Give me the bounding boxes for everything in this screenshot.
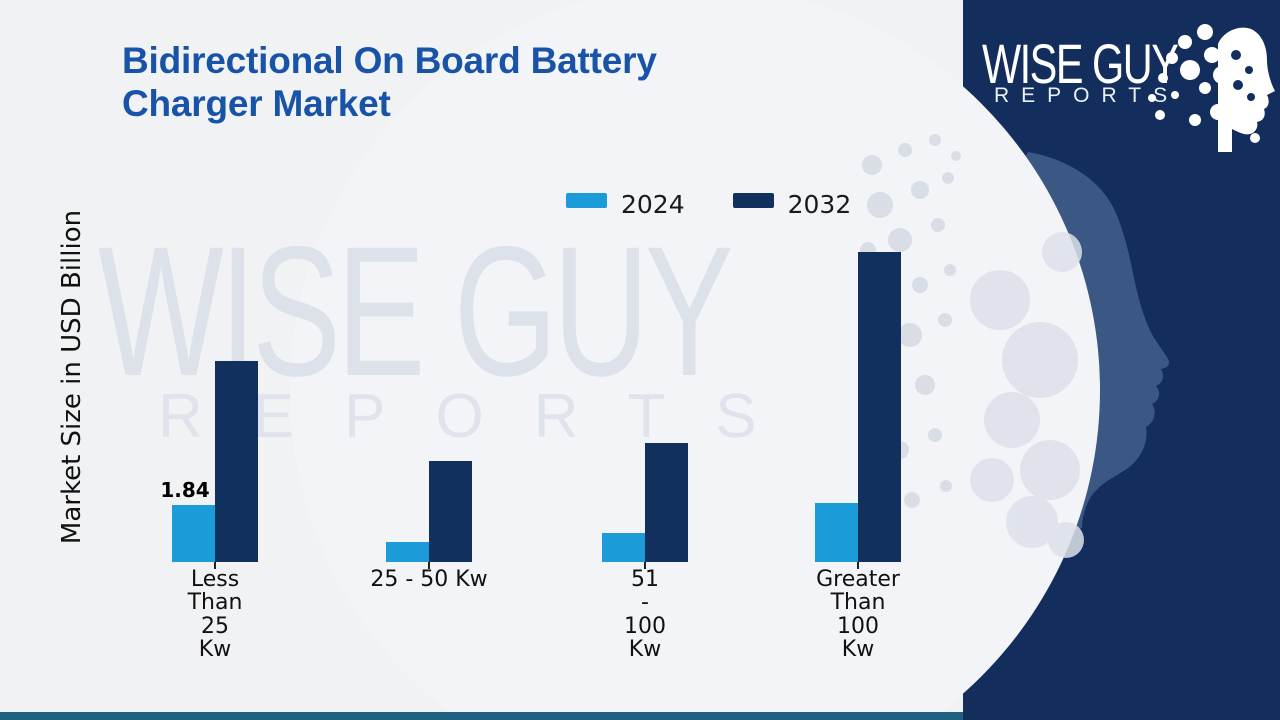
category-label-1: 25 - 50 Kw (370, 567, 488, 592)
bar-2032-2 (645, 442, 688, 562)
logo-brand-text: WISE GUY (982, 32, 1179, 95)
category-label-2: 51 - 100 Kw (624, 567, 666, 662)
bar-2032-3 (858, 252, 901, 562)
y-axis-label: Market Size in USD Billion (57, 209, 87, 545)
bar-2024-3 (815, 503, 858, 562)
axis-tick-1 (428, 562, 430, 569)
legend-swatch-2032 (732, 193, 774, 208)
axis-tick-0 (214, 562, 216, 569)
axis-tick-2 (644, 562, 646, 569)
page-title: Bidirectional On Board Battery Charger M… (122, 40, 657, 124)
background-circle (290, 0, 1100, 720)
legend-swatch-2024 (566, 193, 607, 208)
category-label-3: Greater Than 100 Kw (816, 567, 900, 662)
bar-2024-0 (172, 504, 215, 562)
watermark-brand-text: WISE GUY (98, 209, 734, 415)
bar-2024-2 (602, 532, 645, 562)
legend: 2024 2032 (566, 190, 899, 219)
bar-2032-0 (215, 360, 258, 562)
bar-2032-1 (429, 461, 472, 562)
legend-item-2024: 2024 (566, 190, 685, 219)
axis-tick-3 (857, 562, 859, 569)
legend-item-2032: 2032 (732, 190, 852, 219)
category-label-0: Less Than 25 Kw (187, 567, 243, 662)
bar-value-label: 1.84 (160, 477, 210, 502)
bar-2024-1 (386, 541, 429, 562)
bottom-accent-bar (0, 712, 963, 720)
legend-label-2032: 2032 (787, 190, 852, 219)
legend-label-2024: 2024 (621, 190, 685, 219)
logo-sub-text: REPORTS (994, 84, 1180, 107)
